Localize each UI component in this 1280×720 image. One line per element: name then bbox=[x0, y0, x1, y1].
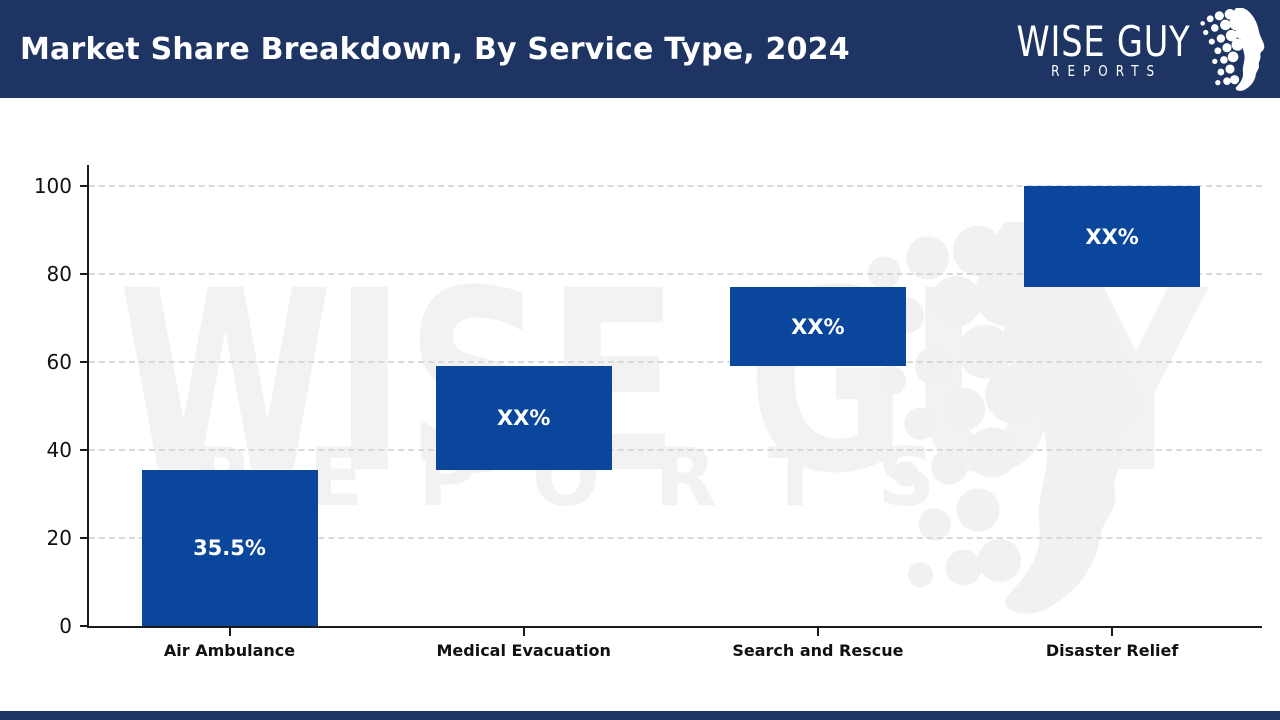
x-axis-tick-mark bbox=[522, 628, 525, 636]
y-axis-tick-mark bbox=[80, 361, 89, 363]
y-axis-tick-label: 20 bbox=[46, 526, 72, 550]
y-axis-tick-mark bbox=[80, 537, 89, 539]
page-title: Market Share Breakdown, By Service Type,… bbox=[20, 31, 850, 67]
bar-search-and-rescue: XX% bbox=[729, 287, 906, 367]
logo-text: WISE GUY REPORTS bbox=[1016, 21, 1190, 79]
bar-medical-evacuation: XX% bbox=[435, 366, 612, 470]
y-axis-tick-mark bbox=[80, 449, 89, 451]
y-axis-tick-label: 0 bbox=[59, 614, 72, 638]
bar-value-label: XX% bbox=[496, 406, 551, 431]
y-axis-tick-mark bbox=[80, 625, 89, 627]
y-axis-tick-label: 100 bbox=[33, 174, 72, 198]
header-bar: Market Share Breakdown, By Service Type,… bbox=[0, 0, 1280, 98]
y-axis-line bbox=[87, 165, 89, 628]
x-axis-tick-mark bbox=[816, 628, 819, 636]
logo-subtext: REPORTS bbox=[1050, 62, 1162, 80]
gridline-y40 bbox=[89, 449, 1262, 451]
y-axis-tick-mark bbox=[80, 185, 89, 187]
wise-guy-logo: WISE GUY REPORTS bbox=[973, 6, 1268, 94]
bar-disaster-relief: XX% bbox=[1024, 186, 1201, 288]
x-axis-category-label: Disaster Relief bbox=[1045, 641, 1179, 660]
x-axis-category-label: Air Ambulance bbox=[163, 641, 296, 660]
footer-bar bbox=[0, 711, 1280, 720]
gridline-y100 bbox=[89, 185, 1262, 187]
x-axis-tick-mark bbox=[1111, 628, 1114, 636]
bar-value-label: 35.5% bbox=[193, 535, 266, 560]
y-axis-tick-label: 60 bbox=[46, 350, 72, 374]
bar-air-ambulance: 35.5% bbox=[141, 469, 318, 626]
x-axis-line bbox=[87, 626, 1262, 628]
gridline-y60 bbox=[89, 361, 1262, 363]
face-logo-icon bbox=[1200, 8, 1265, 91]
y-axis-tick-label: 80 bbox=[46, 262, 72, 286]
logo-wordmark: WISE GUY bbox=[1016, 17, 1190, 66]
chart-area: WISE GUY REPORTS 0 20 40 60 80 100 35.5% Air Am… bbox=[0, 98, 1280, 711]
y-axis-tick-label: 40 bbox=[46, 438, 72, 462]
bar-value-label: XX% bbox=[791, 314, 845, 339]
x-axis-category-label: Search and Rescue bbox=[732, 641, 904, 660]
x-axis-tick-mark bbox=[228, 628, 231, 636]
gridline-y20 bbox=[89, 537, 1262, 539]
x-axis-category-label: Medical Evacuation bbox=[436, 641, 611, 660]
bar-value-label: XX% bbox=[1085, 224, 1139, 249]
gridline-y80 bbox=[89, 273, 1262, 275]
y-axis-tick-mark bbox=[80, 273, 89, 275]
